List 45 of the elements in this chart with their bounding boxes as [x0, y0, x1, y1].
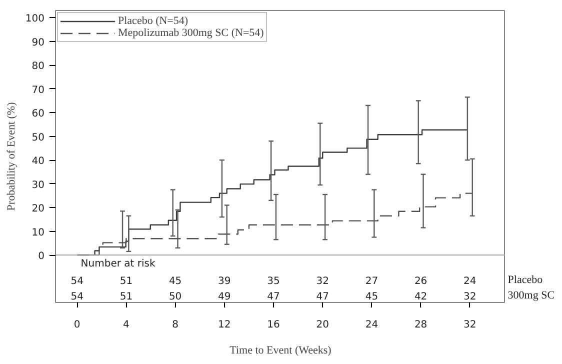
annotation: 45: [365, 292, 378, 303]
y-tick-label: 60: [32, 108, 45, 120]
y-tick-label: 10: [32, 227, 45, 238]
annotation: 51: [120, 276, 133, 288]
x-axis-title: Time to Event (Weeks): [230, 344, 332, 356]
annotation: 50: [168, 292, 182, 303]
x-tick-label: 20: [316, 320, 329, 330]
y-tick-label: 30: [32, 180, 45, 191]
x-tick-label: 16: [267, 320, 280, 330]
annotation: 24: [464, 276, 476, 288]
y-tick-label: 50: [32, 132, 45, 144]
annotation: 51: [120, 292, 133, 303]
annotation: 49: [218, 292, 231, 303]
y-tick-label: 80: [32, 61, 45, 72]
x-tick-label: 8: [172, 320, 178, 330]
y-tick-label: 40: [32, 156, 45, 168]
y-tick-label: 20: [32, 204, 45, 215]
legend-label: Mepolizumab 300mg SC (N=54): [118, 27, 264, 39]
x-tick-label: 24: [365, 320, 378, 330]
annotation: 42: [414, 292, 428, 303]
text: Placebo: [508, 274, 544, 286]
y-axis-title: Probability of Event (%): [5, 102, 18, 211]
annotation: 35: [267, 276, 280, 288]
text: 300mg SC: [508, 290, 555, 302]
annotation: 47: [267, 292, 280, 303]
x-tick-label: 28: [414, 320, 428, 330]
annotation: 47: [316, 292, 329, 303]
annotation: Number at risk: [80, 258, 156, 270]
y-tick-label: 100: [25, 14, 45, 25]
annotation: 45: [168, 276, 182, 288]
annotation: 32: [464, 292, 476, 303]
annotation: 54: [70, 292, 84, 303]
annotation: 26: [414, 276, 428, 288]
x-tick-label: 4: [123, 320, 130, 330]
y-tick-label: 70: [32, 84, 45, 96]
y-tick-label: 90: [32, 37, 45, 48]
x-tick-label: 0: [74, 320, 80, 330]
legend-label: Placebo (N=54): [118, 15, 188, 27]
annotation: 32: [316, 276, 329, 288]
annotation: 27: [365, 276, 378, 288]
x-tick-label: 32: [464, 320, 476, 330]
x-tick-label: 12: [218, 320, 231, 330]
annotation: 39: [218, 276, 231, 288]
y-tick-label: 0: [38, 251, 45, 262]
annotation: 54: [70, 276, 84, 288]
